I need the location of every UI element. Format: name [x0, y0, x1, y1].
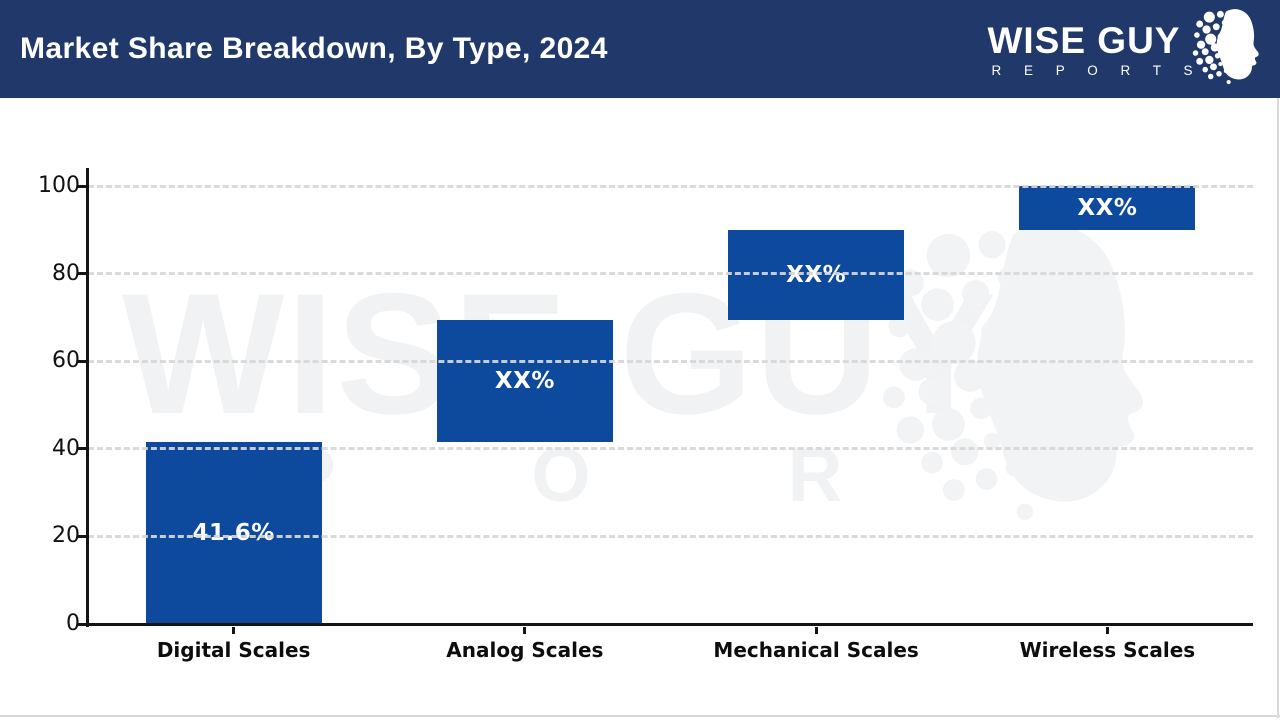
- x-tick-mark: [232, 627, 236, 634]
- y-tick-mark: [78, 534, 86, 538]
- logo-wordmark: WISE GUY: [987, 20, 1181, 61]
- y-tick-label: 0: [66, 611, 80, 636]
- card-border-right: [1277, 98, 1279, 718]
- bar-value-label: XX%: [494, 368, 555, 395]
- card-border-bottom: [0, 715, 1280, 717]
- x-tick-label: Analog Scales: [446, 638, 604, 662]
- logo-subtext: R E P O R T S: [991, 63, 1202, 78]
- y-tick-label: 40: [52, 435, 80, 461]
- y-tick-label: 60: [52, 348, 80, 374]
- bar-digital-scales: 41.6%: [145, 441, 322, 624]
- y-tick-label: 100: [38, 173, 80, 198]
- header: Market Share Breakdown, By Type, 2024 WI…: [0, 0, 1280, 98]
- x-tick-label: Wireless Scales: [1019, 638, 1196, 662]
- y-tick-mark: [78, 447, 86, 451]
- bar-wireless-scales: XX%: [1019, 186, 1196, 230]
- gridline: [88, 447, 1253, 451]
- x-axis-spine: [86, 623, 1253, 626]
- logo-dotted-head-icon: [1192, 9, 1259, 85]
- y-tick-mark: [78, 272, 86, 276]
- x-tick-mark: [1105, 627, 1109, 634]
- y-axis-spine: [86, 168, 89, 627]
- y-tick-mark: [78, 184, 86, 188]
- gridline: [88, 272, 1253, 276]
- y-tick-mark: [78, 359, 86, 363]
- bar-value-label: XX%: [1077, 194, 1138, 221]
- brand-logo: WISE GUY R E P O R T S: [987, 6, 1266, 89]
- bar-value-label: XX%: [786, 262, 847, 289]
- bar-analog-scales: XX%: [436, 320, 613, 442]
- gridline: [88, 359, 1253, 363]
- x-tick-mark: [523, 627, 527, 634]
- y-tick-mark: [78, 622, 86, 626]
- brand-logo-text: WISE GUY R E P O R T S: [987, 22, 1202, 78]
- gridline: [88, 184, 1253, 188]
- y-tick-label: 20: [52, 523, 80, 549]
- x-tick-mark: [814, 627, 818, 634]
- gridline: [88, 534, 1253, 538]
- bar-mechanical-scales: XX%: [728, 229, 905, 321]
- y-tick-label: 80: [52, 260, 80, 286]
- x-tick-label: Mechanical Scales: [713, 638, 919, 662]
- page-title: Market Share Breakdown, By Type, 2024: [20, 32, 608, 65]
- bar-value-label: 41.6%: [192, 519, 275, 546]
- x-tick-label: Digital Scales: [156, 638, 311, 662]
